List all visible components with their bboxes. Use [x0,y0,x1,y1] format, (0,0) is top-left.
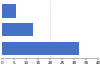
Bar [2,4,16,18]
Bar [2,42,79,55]
Bar [2,23,33,36]
